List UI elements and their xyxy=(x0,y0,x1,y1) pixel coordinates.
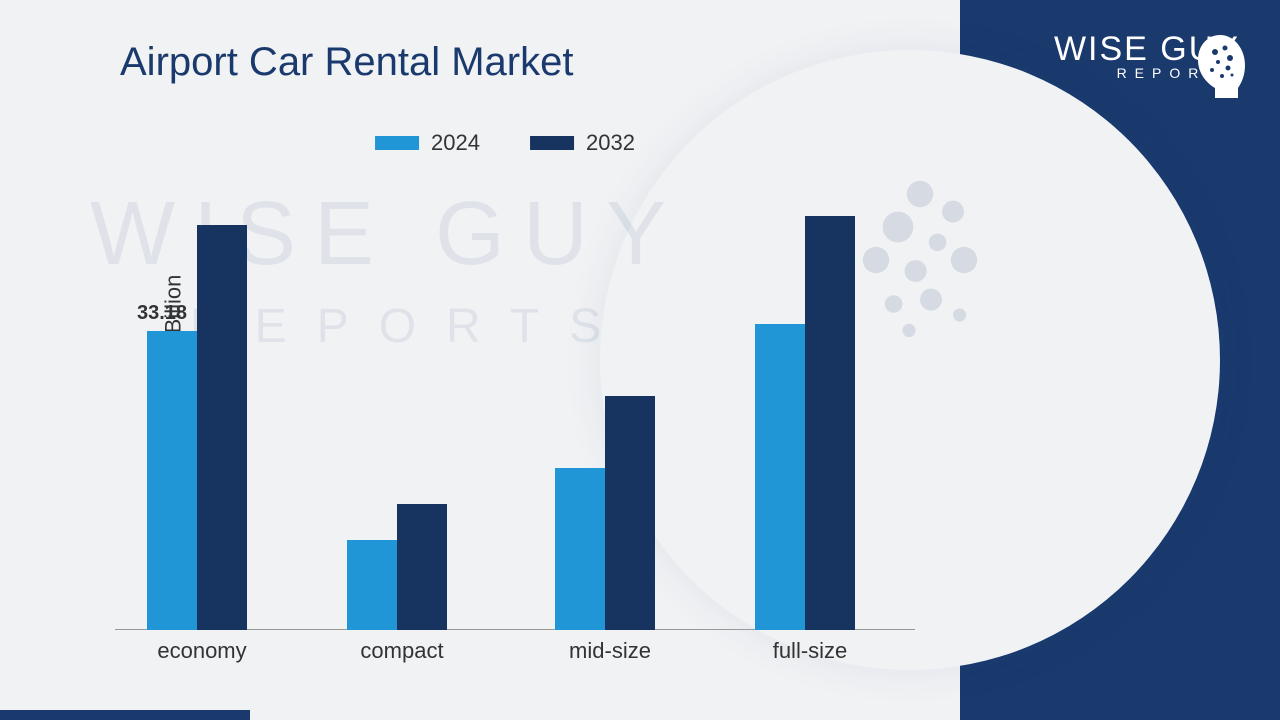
bar-full-size-2024 xyxy=(755,324,805,630)
bar-economy-2024 xyxy=(147,331,197,630)
category-label-economy: economy xyxy=(147,638,257,664)
bar-mid-size-2032 xyxy=(605,396,655,630)
legend-label-2032: 2032 xyxy=(586,130,635,156)
legend-item-2024: 2024 xyxy=(375,130,480,156)
chart-title: Airport Car Rental Market xyxy=(120,40,573,85)
bottom-accent-bar xyxy=(0,710,250,720)
category-label-mid-size: mid-size xyxy=(555,638,665,664)
category-label-full-size: full-size xyxy=(755,638,865,664)
value-label-economy-2024: 33.18 xyxy=(137,302,187,325)
category-label-compact: compact xyxy=(347,638,457,664)
legend-item-2032: 2032 xyxy=(530,130,635,156)
legend-swatch-2024 xyxy=(375,136,419,150)
bar-economy-2032 xyxy=(197,225,247,630)
bar-mid-size-2024 xyxy=(555,468,605,630)
legend-label-2024: 2024 xyxy=(431,130,480,156)
plot-area: economy compact mid-size full-size 33.18 xyxy=(115,180,915,630)
legend-swatch-2032 xyxy=(530,136,574,150)
chart-area: 2024 2032 Market Size in USD Billion eco… xyxy=(95,130,915,670)
logo-head-icon xyxy=(1190,30,1250,100)
bar-compact-2024 xyxy=(347,540,397,630)
legend: 2024 2032 xyxy=(375,130,635,156)
page-root: WISE GUY REPORTS Airport Car Rental Mark… xyxy=(0,0,1280,720)
bar-full-size-2032 xyxy=(805,216,855,630)
brand-logo: WISE GUY REPORTS xyxy=(1054,30,1240,81)
bar-compact-2032 xyxy=(397,504,447,630)
